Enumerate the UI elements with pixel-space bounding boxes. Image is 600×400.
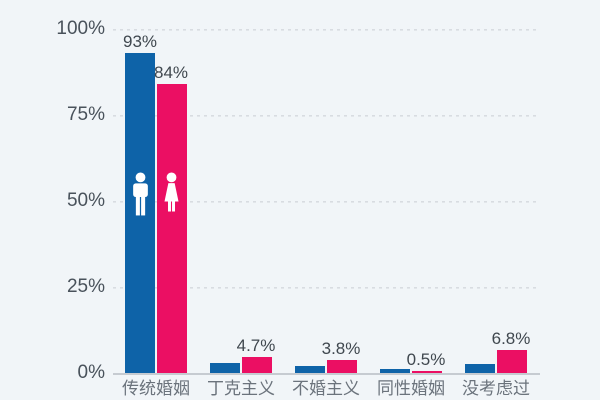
bar-male (465, 364, 495, 373)
female-icon (161, 172, 182, 216)
y-tick-label: 0% (77, 362, 105, 383)
value-label: 0.5% (406, 350, 446, 369)
value-label: 4.7% (236, 336, 276, 355)
category-label: 不婚主义 (292, 379, 360, 398)
gridline (113, 287, 540, 289)
bar-male (210, 363, 240, 373)
bar-female (242, 357, 272, 373)
bar-female (497, 350, 527, 373)
y-tick-label: 25% (66, 276, 105, 297)
bar-male (125, 53, 155, 373)
y-tick-label: 50% (66, 190, 105, 211)
gridline (113, 29, 540, 31)
value-label: 6.8% (491, 329, 531, 348)
value-label: 93% (122, 32, 158, 51)
bar-female (412, 371, 442, 373)
category-label: 传统婚姻 (122, 379, 190, 398)
category-label: 同性婚姻 (377, 379, 445, 398)
category-label: 丁克主义 (207, 379, 275, 398)
bar-male (295, 366, 325, 373)
value-label: 84% (153, 63, 189, 82)
x-axis-line (113, 373, 540, 375)
gridline (113, 115, 540, 117)
male-icon (130, 172, 151, 216)
value-label: 3.8% (321, 339, 361, 358)
y-tick-label: 100% (56, 18, 105, 39)
bar-female (157, 84, 187, 373)
y-tick-label: 75% (66, 104, 105, 125)
bar-male (380, 369, 410, 373)
category-label: 没考虑过 (462, 379, 530, 398)
gridline (113, 201, 540, 203)
bar-female (327, 360, 357, 373)
